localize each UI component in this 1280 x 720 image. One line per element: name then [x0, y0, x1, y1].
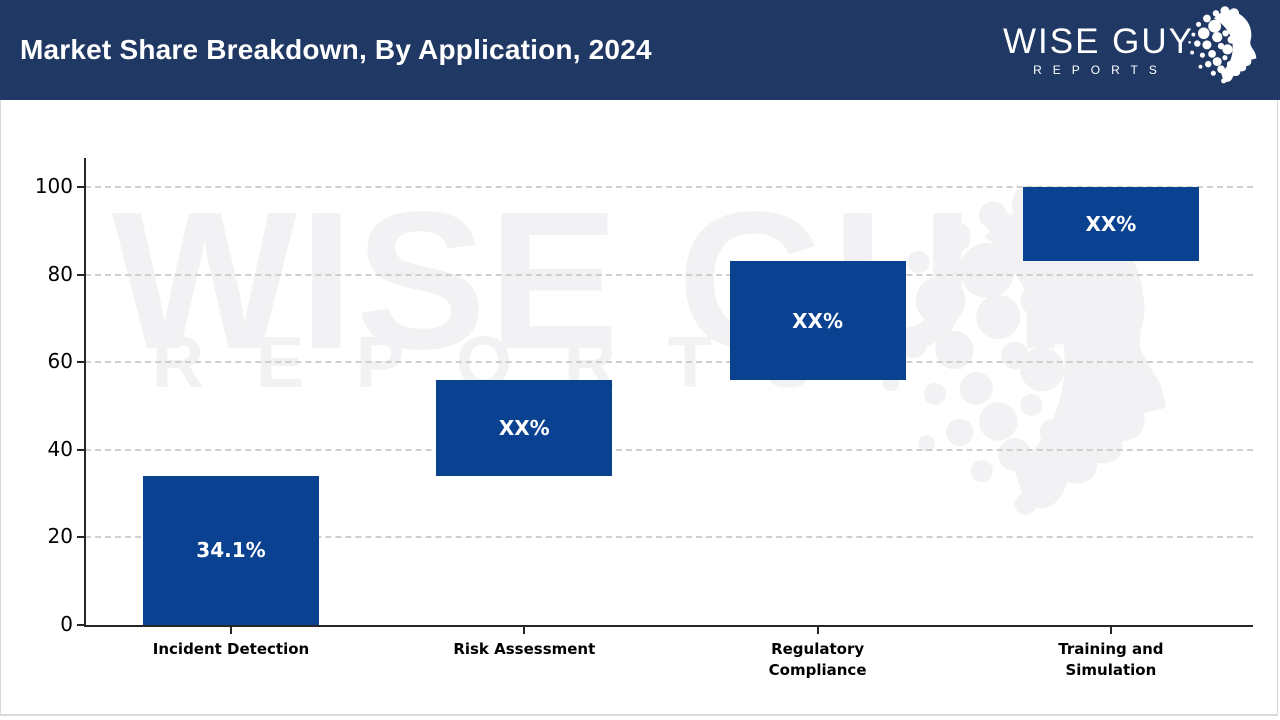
x-axis-line — [84, 625, 1253, 627]
y-tickmark-60 — [77, 361, 85, 364]
y-tickmark-100 — [77, 186, 85, 188]
y-tick-label-60: 60 — [47, 349, 73, 374]
bar-value-label-regulatory-compliance: XX% — [792, 308, 844, 333]
bar-value-label-training-and-simulation: XX% — [1085, 212, 1137, 237]
category-label-regulatory-compliance: Regulatory Compliance — [768, 640, 867, 679]
bar-regulatory-compliance: XX% — [729, 261, 906, 380]
y-tick-label-80: 80 — [47, 261, 73, 286]
brand-logo-text: WISE GUY REPORTS — [1003, 24, 1194, 77]
y-tickmark-0 — [77, 624, 85, 626]
gridline-60 — [85, 361, 1253, 364]
y-tick-label-20: 20 — [47, 524, 73, 549]
bar-risk-assessment: XX% — [436, 379, 613, 476]
x-tickmark-risk-assessment — [523, 627, 526, 634]
bar-value-label-incident-detection: 34.1% — [196, 538, 266, 563]
y-tickmark-20 — [77, 536, 85, 539]
x-tickmark-incident-detection — [230, 627, 232, 634]
bar-incident-detection: 34.1% — [143, 475, 319, 625]
y-tickmark-40 — [77, 448, 85, 451]
x-tickmark-training-and-simulation — [1109, 627, 1112, 634]
y-axis-line — [84, 158, 86, 627]
gridline-100 — [85, 186, 1253, 188]
gridline-40 — [85, 448, 1253, 451]
bar-training-and-simulation: XX% — [1022, 187, 1199, 262]
bar-value-label-risk-assessment: XX% — [498, 415, 550, 440]
category-label-training-and-simulation: Training and Simulation — [1058, 640, 1164, 679]
brand-name: WISE GUY — [1002, 21, 1194, 61]
header-bar: Market Share Breakdown, By Application, … — [0, 0, 1280, 100]
y-tickmark-80 — [77, 273, 85, 276]
y-tick-label-40: 40 — [47, 436, 73, 461]
page-title: Market Share Breakdown, By Application, … — [20, 34, 652, 65]
brand-logo: WISE GUY REPORTS — [1003, 5, 1266, 95]
y-tick-label-100: 100 — [34, 174, 73, 198]
x-tickmark-regulatory-compliance — [816, 627, 819, 634]
gridline-20 — [85, 536, 1253, 539]
wise-guy-head-icon — [1188, 6, 1257, 84]
category-label-risk-assessment: Risk Assessment — [453, 640, 596, 658]
category-label-incident-detection: Incident Detection — [152, 640, 310, 658]
gridline-80 — [85, 273, 1253, 276]
y-tick-label-0: 0 — [60, 612, 73, 636]
brand-subtitle: REPORTS — [1033, 62, 1168, 77]
